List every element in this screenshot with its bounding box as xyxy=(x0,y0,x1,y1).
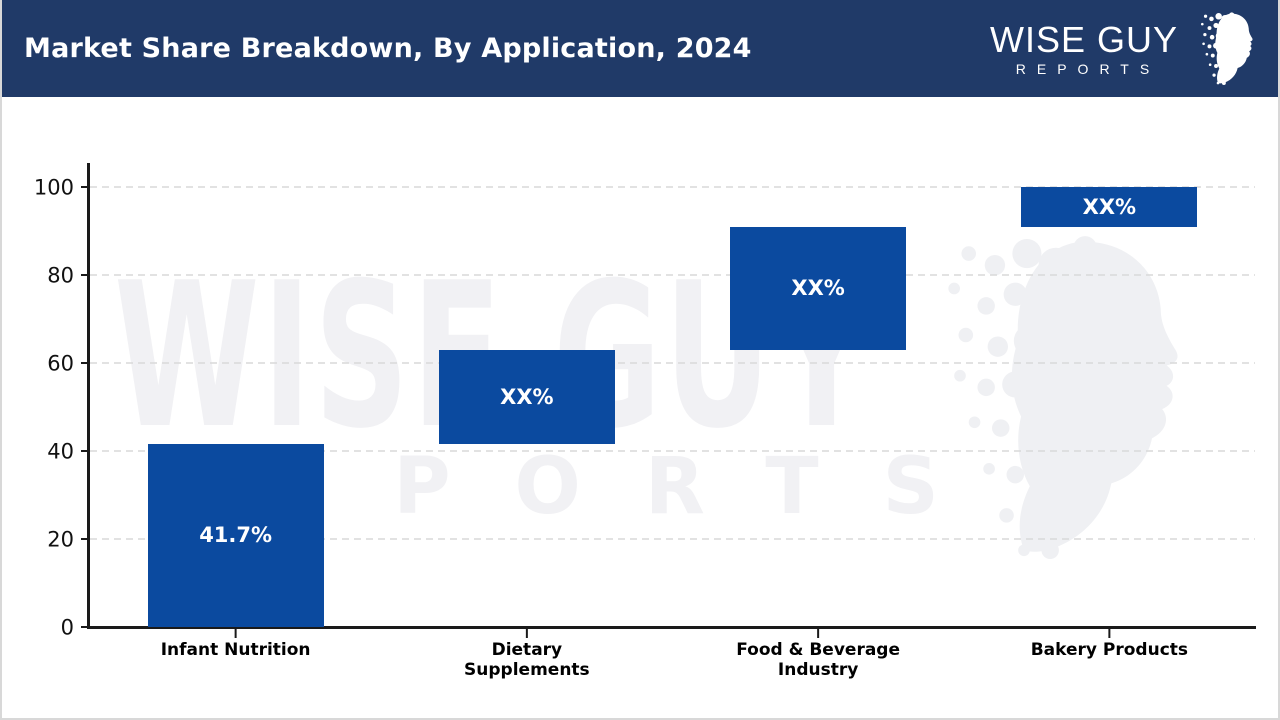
bar-3 xyxy=(1021,187,1198,227)
bar-1 xyxy=(438,349,615,444)
x-category-label-3: Bakery Products xyxy=(1030,640,1189,660)
y-tick-label-20: 20 xyxy=(47,528,74,552)
brand-logo-text: WISE GUY REPORTS xyxy=(989,18,1178,77)
bar-2 xyxy=(730,226,907,350)
bar-value-label-2: XX% xyxy=(791,276,845,301)
x-category-label-0: Infant Nutrition xyxy=(160,640,311,660)
y-tick-label-80: 80 xyxy=(47,264,74,288)
bars-layer: 41.7% XX% XX% XX% xyxy=(2,97,1278,718)
bar-value-label-0: 41.7% xyxy=(199,523,273,548)
page-title: Market Share Breakdown, By Application, … xyxy=(24,33,752,64)
y-tick-label-40: 40 xyxy=(47,440,74,464)
brand-logo: WISE GUY REPORTS xyxy=(990,9,1254,89)
bar-value-label-1: XX% xyxy=(500,384,554,409)
header-bar: Market Share Breakdown, By Application, … xyxy=(2,0,1278,97)
y-tick-label-100: 100 xyxy=(34,176,74,200)
y-tick-label-0: 0 xyxy=(61,616,74,640)
x-category-label-1: Dietary Supplements xyxy=(464,640,590,680)
brand-face-icon xyxy=(1182,9,1254,89)
bar-value-label-3: XX% xyxy=(1082,194,1137,219)
chart-area: WISE GUY REPORTS 0 20 40 60 80 100 41.7% XX% XX… xyxy=(2,97,1278,718)
x-axis-labels-layer: Infant Nutrition Dietary Supplements Food &… xyxy=(2,97,1278,718)
brand-name: WISE GUY xyxy=(989,18,1178,60)
x-category-label-2: Food & Beverage Industry xyxy=(736,640,901,680)
brand-subtitle: REPORTS xyxy=(1015,60,1161,77)
bar-0 xyxy=(147,443,324,627)
y-tick-label-60: 60 xyxy=(47,352,74,376)
